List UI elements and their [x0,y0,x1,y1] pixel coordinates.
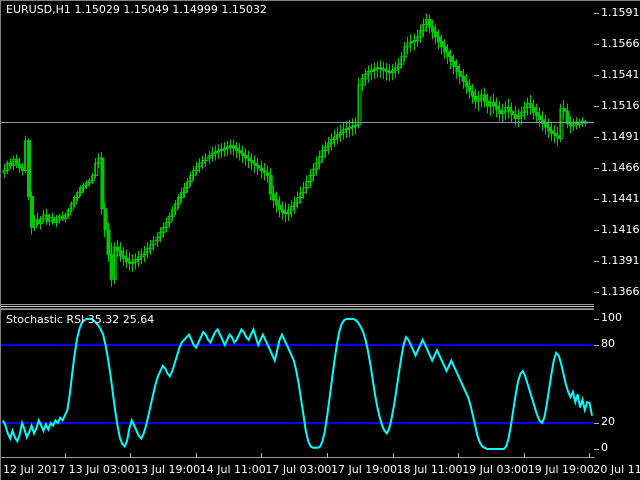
time-axis-label: 14 Jul 11:00 [199,463,266,476]
indicator-scale-tick [594,319,599,320]
indicator-scale-tick [594,345,599,346]
time-axis-tick [261,453,263,458]
time-axis-tick [195,453,197,458]
price-scale-label: 1.13660 [601,284,640,298]
panel-divider-bottom [0,308,640,309]
price-scale-tick [594,13,599,14]
price-scale-tick [594,261,599,262]
price-scale-label: 1.14660 [601,161,640,174]
time-axis-label: 17 Jul 03:00 [265,463,332,476]
time-axis-tick [327,453,328,458]
time-axis-tick [64,453,66,458]
indicator-scale-tick [594,423,599,424]
time-axis[interactable]: 12 Jul 2017 13 Jul 03:00 13 Jul 19:00 14 Ju… [0,458,640,480]
price-scale-tick [594,137,599,138]
time-axis-label: 13 Jul 19:00 [134,463,201,476]
price-scale[interactable]: 1.15910 1.15660 1.15410 1.15160 1.14910 1.146… [594,1,640,457]
price-scale-label: 1.13910 [601,253,640,267]
price-scale-tick [594,230,599,231]
time-axis-label: 12 Jul 2017 [3,463,66,476]
time-axis-tick [589,453,591,458]
stochastic-rsi-series [1,318,594,450]
indicator-scale-label: 20 [601,415,615,428]
candlestick-series [2,13,588,287]
price-scale-label: 1.15160 [601,99,640,113]
price-scale-tick [594,44,599,45]
time-axis-label: 13 Jul 03:00 [68,463,135,476]
price-scale-tick [594,199,599,200]
indicator-scale-label: 0 [601,441,608,454]
indicator-scale-tick [594,449,599,450]
time-axis-tick [392,453,394,458]
price-scale-label: 1.14910 [601,130,640,143]
price-scale-label: 1.14410 [601,191,640,205]
time-axis-label: 18 Jul 11:00 [396,463,463,476]
time-axis-label: 17 Jul 19:00 [331,463,397,476]
time-axis-tick [458,453,460,458]
price-scale-label: 1.15660 [601,37,640,51]
price-scale-tick [594,168,599,169]
indicator-header: Stochastic RSI 35.32 25.64 [6,313,155,326]
panel-divider-top [0,306,640,307]
price-scale-tick [594,292,599,293]
price-scale-tick [594,106,599,107]
price-scale-label: 1.15910 [601,6,640,20]
indicator-panel[interactable] [1,311,594,457]
indicator-scale-label: 100 [601,311,622,324]
symbol-header: EURUSD,H1 1.15029 1.15049 1.14999 1.1503… [6,3,267,16]
time-axis-tick [130,453,132,458]
current-price-line [1,122,594,123]
price-chart-panel[interactable] [1,1,594,304]
indicator-scale-label: 80 [601,337,615,350]
price-scale-tick [594,75,599,76]
time-axis-tick [523,453,525,458]
price-scale-label: 1.15410 [601,68,640,82]
price-scale-label: 1.14160 [601,222,640,236]
time-axis-label: 19 Jul 19:00 [527,463,594,476]
time-axis-label: 19 Jul 03:00 [462,463,529,476]
time-axis-label: 20 Jul 11:00 [593,463,640,476]
